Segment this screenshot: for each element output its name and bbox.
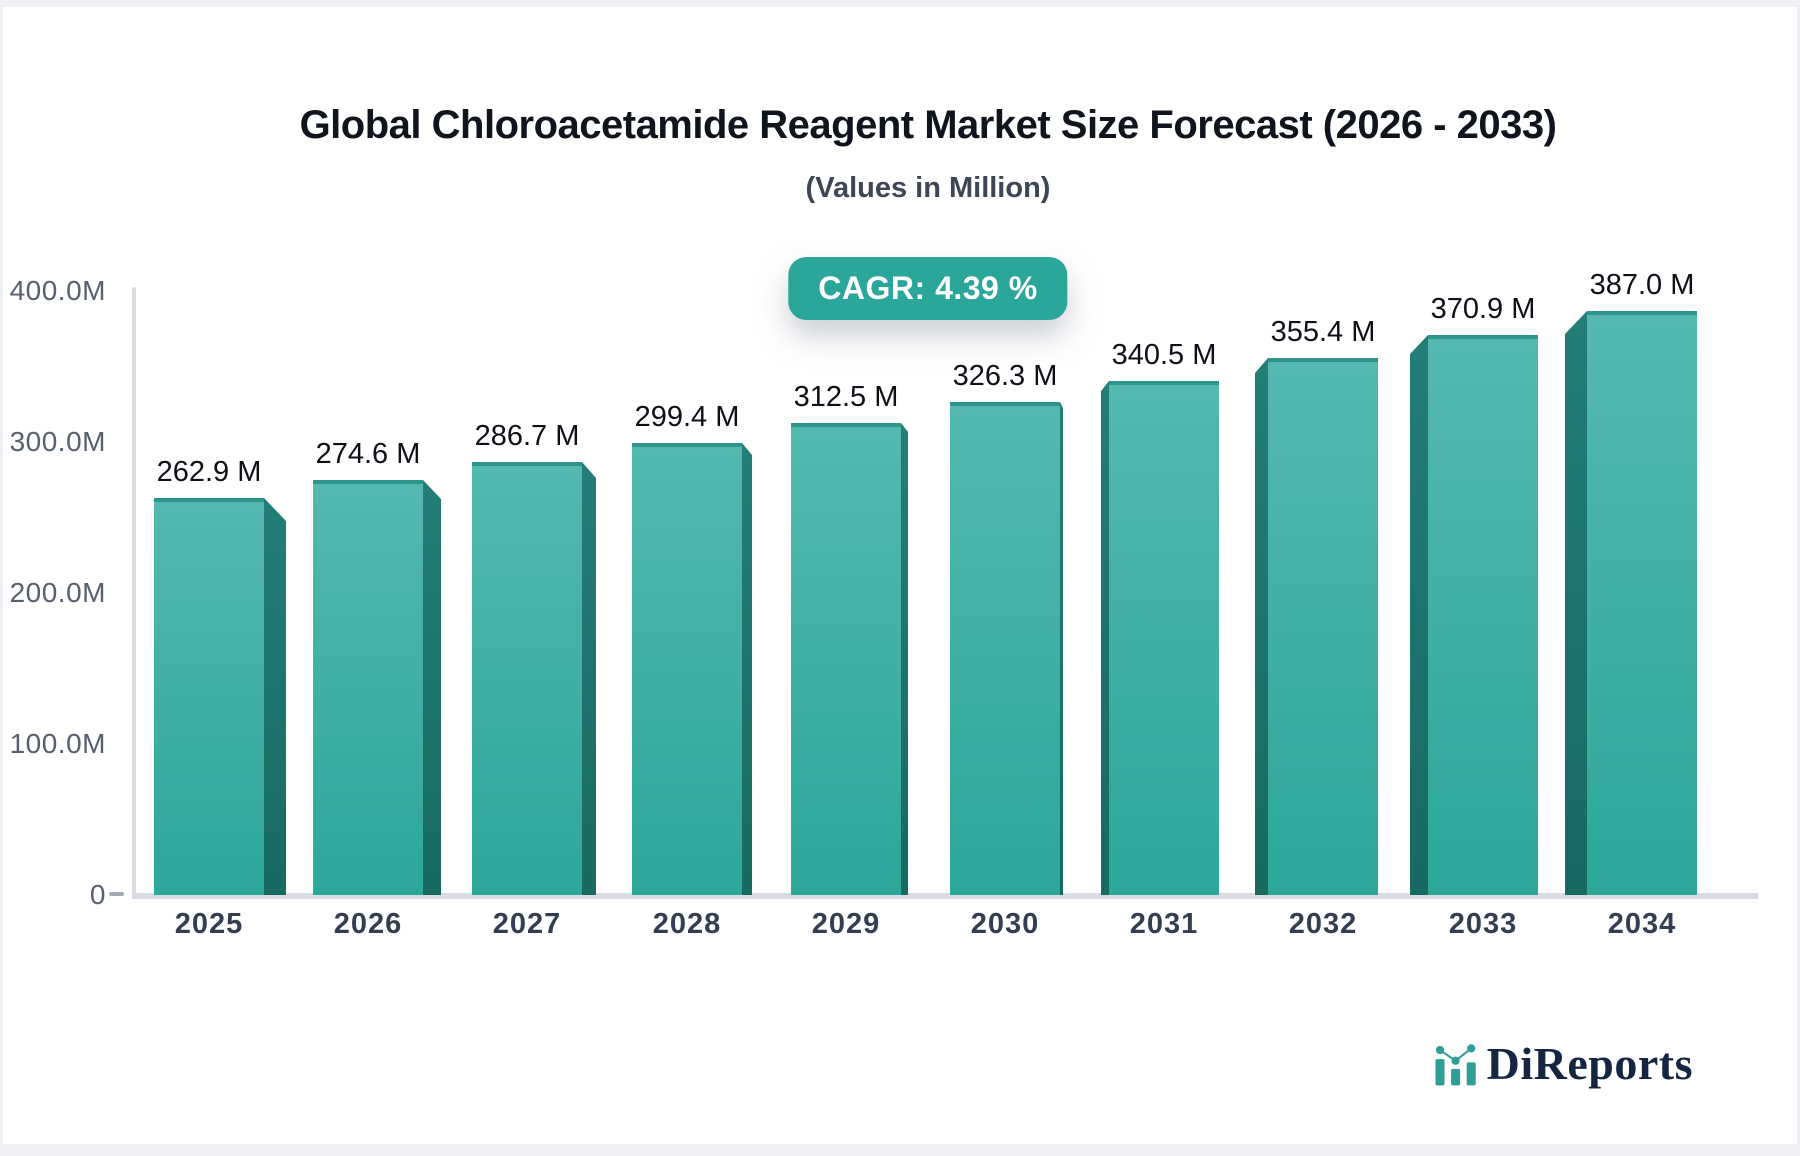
bar-value-label: 355.4 M (1270, 316, 1376, 348)
bar-value-label: 299.4 M (634, 401, 740, 433)
bar-face (950, 402, 1060, 895)
bar-face (154, 498, 264, 895)
bar-side-face (264, 498, 286, 895)
bar-value-label: 286.7 M (474, 420, 580, 452)
bar-face (1268, 358, 1378, 895)
bar-face (313, 480, 423, 895)
x-axis-label: 2026 (333, 908, 403, 940)
logo-text: DiReports (1486, 1038, 1693, 1089)
bar-2026[interactable] (313, 480, 441, 895)
bar-2030[interactable] (950, 402, 1063, 895)
bar-side-face (582, 462, 596, 895)
chart-subtitle: (Values in Million) (805, 172, 1051, 204)
bar-value-label: 370.9 M (1430, 293, 1536, 325)
x-axis-label: 2029 (811, 908, 881, 940)
bar-face (1587, 311, 1697, 895)
y-axis-tick-label: 100.0M (9, 728, 106, 759)
bar-side-face (1060, 402, 1063, 895)
bar-side-face (742, 443, 752, 895)
x-axis-label: 2027 (492, 908, 562, 940)
x-axis-label: 2028 (652, 908, 722, 940)
x-axis-label: 2032 (1288, 908, 1358, 940)
bar-value-label: 387.0 M (1589, 269, 1695, 301)
x-axis-label: 2025 (174, 908, 244, 940)
bar-value-label: 312.5 M (793, 381, 899, 413)
bar-2025[interactable] (154, 498, 286, 895)
x-axis-label: 2031 (1129, 908, 1199, 940)
bar-side-face (1565, 311, 1587, 895)
bar-face (632, 443, 742, 895)
x-axis-label: 2030 (970, 908, 1040, 940)
cagr-badge: CAGR: 4.39 % (788, 257, 1068, 320)
bar-2029[interactable] (791, 423, 908, 895)
x-axis-label: 2033 (1448, 908, 1518, 940)
bar-side-face (423, 480, 441, 895)
bar-2031[interactable] (1101, 381, 1219, 895)
x-axis-label: 2034 (1607, 908, 1677, 940)
y-axis-line (132, 287, 136, 897)
y-axis-tick-label: 400.0M (9, 275, 106, 306)
bar-side-face (901, 423, 908, 895)
bar-face (472, 462, 582, 895)
bar-side-face (1255, 358, 1268, 895)
y-axis-tick-label: 300.0M (9, 426, 106, 457)
bar-value-label: 326.3 M (952, 360, 1058, 392)
logo[interactable]: DiReports (1433, 1037, 1693, 1090)
bar-side-face (1101, 381, 1109, 895)
bar-2027[interactable] (472, 462, 596, 895)
bar-2034[interactable] (1565, 311, 1697, 895)
bar-face (791, 423, 901, 895)
bar-value-label: 262.9 M (156, 456, 262, 488)
chart-card: Global Chloroacetamide Reagent Market Si… (3, 7, 1797, 1144)
bar-face (1109, 381, 1219, 895)
bar-face (1428, 335, 1538, 895)
y-axis-tick-label: 200.0M (9, 577, 106, 608)
chart-title: Global Chloroacetamide Reagent Market Si… (299, 103, 1557, 147)
x-axis-line (132, 893, 1758, 899)
bar-side-face (1410, 335, 1428, 895)
bar-2032[interactable] (1255, 358, 1378, 895)
bar-value-label: 274.6 M (315, 438, 421, 470)
mini-bar-chart-icon (1435, 1043, 1476, 1085)
bar-value-label: 340.5 M (1111, 339, 1217, 371)
bar-2028[interactable] (632, 443, 752, 895)
y-axis-tick-label: 0 (89, 879, 106, 910)
zero-tick-mark (109, 892, 124, 896)
bar-2033[interactable] (1410, 335, 1538, 895)
